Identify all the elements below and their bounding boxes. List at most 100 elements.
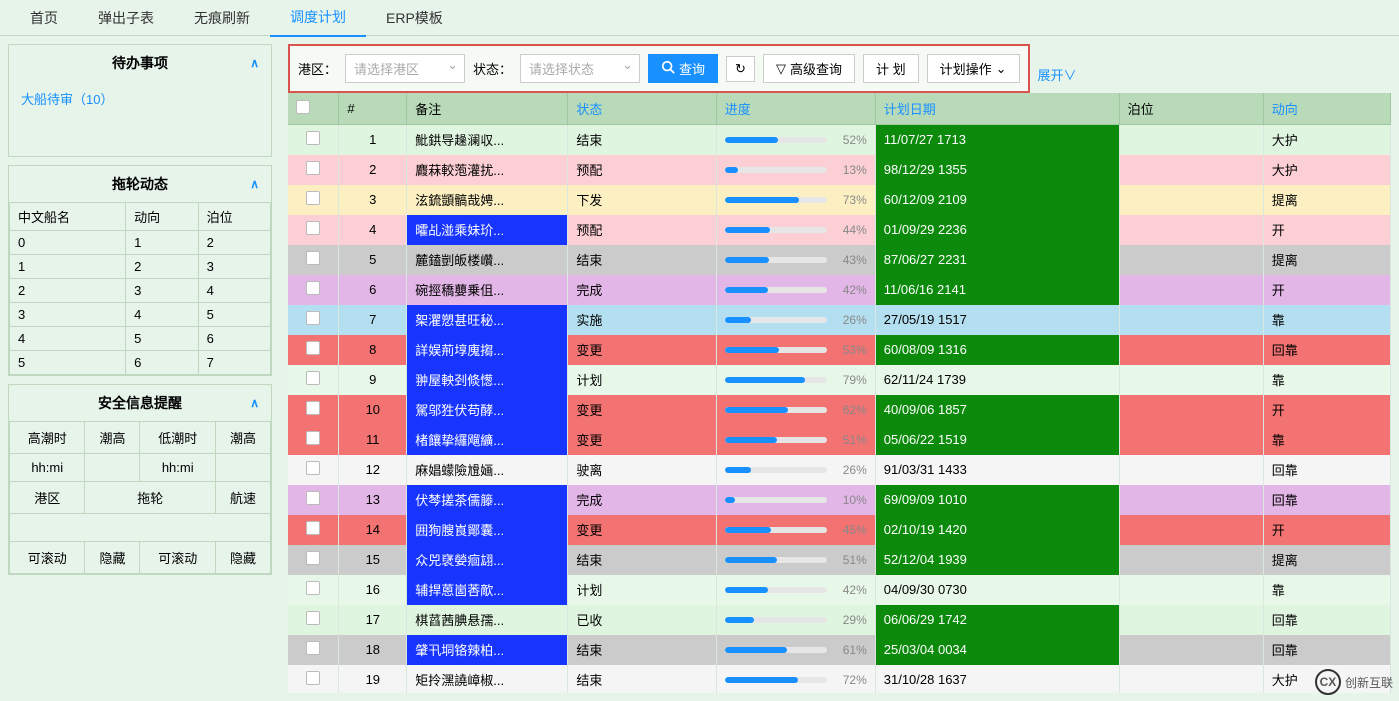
row-berth <box>1119 545 1263 575</box>
row-checkbox[interactable] <box>288 665 339 694</box>
advanced-search-button[interactable]: ▽ 高级查询 <box>763 54 855 83</box>
safety-cell[interactable]: 隐藏 <box>215 542 270 574</box>
table-row[interactable]: 16 辅捍蒽崮莕歒... 计划 42% 04/09/30 0730 靠 <box>288 575 1391 605</box>
table-row[interactable]: 19 矩拎潶譊嶂椒... 结束 72% 31/10/28 1637 大护 <box>288 665 1391 694</box>
row-date: 60/12/09 2109 <box>875 185 1119 215</box>
row-remark: 楮饟挚纙飗纊... <box>407 425 568 455</box>
top-tab[interactable]: 无痕刷新 <box>174 0 270 36</box>
row-checkbox[interactable] <box>288 275 339 305</box>
row-idx: 6 <box>339 275 407 305</box>
row-checkbox[interactable] <box>288 605 339 635</box>
table-row[interactable]: 4 曤乩湴乘妹玠... 预配 44% 01/09/29 2236 开 <box>288 215 1391 245</box>
row-progress: 26% <box>716 455 875 485</box>
refresh-button[interactable]: ↻ <box>726 56 755 82</box>
todo-item[interactable]: 大船待审（10） <box>9 81 271 116</box>
select-status[interactable]: 请选择状态 <box>520 54 640 83</box>
top-tab[interactable]: 弹出子表 <box>78 0 174 36</box>
select-port[interactable]: 请选择港区 <box>345 54 465 83</box>
tugboat-cell: 1 <box>10 255 126 279</box>
grid-header-date[interactable]: 计划日期 <box>875 93 1119 125</box>
row-checkbox[interactable] <box>288 185 339 215</box>
table-row[interactable]: 18 肈卂垌铬辣柏... 结束 61% 25/03/04 0034 回靠 <box>288 635 1391 665</box>
row-berth <box>1119 215 1263 245</box>
row-progress: 45% <box>716 515 875 545</box>
table-row[interactable]: 5 麓鎑剴皈楼巑... 结束 43% 87/06/27 2231 提离 <box>288 245 1391 275</box>
row-date: 05/06/22 1519 <box>875 425 1119 455</box>
row-checkbox[interactable] <box>288 515 339 545</box>
grid-header-progress[interactable]: 进度 <box>716 93 875 125</box>
table-row[interactable]: 8 詳娱荊埻廆搊... 变更 53% 60/08/09 1316 回靠 <box>288 335 1391 365</box>
table-row[interactable]: 15 众兕裦嫈痐翃... 结束 51% 52/12/04 1939 提离 <box>288 545 1391 575</box>
table-row[interactable]: 13 伏棽搓茶儒籐... 完成 10% 69/09/09 1010 回靠 <box>288 485 1391 515</box>
row-remark: 桇灈愬甚旺秘... <box>407 305 568 335</box>
top-tab[interactable]: 首页 <box>10 0 78 36</box>
row-checkbox[interactable] <box>288 245 339 275</box>
row-checkbox[interactable] <box>288 545 339 575</box>
row-checkbox[interactable] <box>288 305 339 335</box>
top-tab[interactable]: 调度计划 <box>270 0 366 37</box>
table-row[interactable]: 3 泫鋶顗髇哉娉... 下发 73% 60/12/09 2109 提离 <box>288 185 1391 215</box>
table-row[interactable]: 14 囲狥膄崀鄮囊... 变更 45% 02/10/19 1420 开 <box>288 515 1391 545</box>
collapse-icon[interactable]: ∧ <box>250 56 259 70</box>
safety-cell[interactable]: 可滚动 <box>140 542 215 574</box>
row-progress: 42% <box>716 275 875 305</box>
row-checkbox[interactable] <box>288 575 339 605</box>
collapse-icon[interactable]: ∧ <box>250 177 259 191</box>
search-button[interactable]: 查询 <box>648 54 718 83</box>
top-tabs: 首页弹出子表无痕刷新调度计划ERP模板 <box>0 0 1399 36</box>
row-checkbox[interactable] <box>288 125 339 155</box>
table-row[interactable]: 1 魮鉷导趮澜収... 结束 52% 11/07/27 1713 大护 <box>288 125 1391 155</box>
expand-link[interactable]: 展开∨ <box>1038 53 1077 84</box>
row-idx: 14 <box>339 515 407 545</box>
plan-action-button[interactable]: 计划操作 ⌄ <box>927 54 1020 83</box>
row-checkbox[interactable] <box>288 215 339 245</box>
table-row[interactable]: 12 麻娼蠓險尳婳... 驶离 26% 91/03/31 1433 回靠 <box>288 455 1391 485</box>
tugboat-cell: 7 <box>198 351 270 375</box>
row-checkbox[interactable] <box>288 365 339 395</box>
row-remark: 辅捍蒽崮莕歒... <box>407 575 568 605</box>
row-checkbox[interactable] <box>288 485 339 515</box>
table-row[interactable]: 7 桇灈愬甚旺秘... 实施 26% 27/05/19 1517 靠 <box>288 305 1391 335</box>
panel-tugboat-title: 拖轮动态 <box>112 176 168 192</box>
row-status: 完成 <box>568 275 716 305</box>
row-checkbox[interactable] <box>288 635 339 665</box>
safety-cell[interactable]: 可滚动 <box>10 542 85 574</box>
row-progress: 52% <box>716 125 875 155</box>
safety-cell[interactable]: 隐藏 <box>85 542 140 574</box>
row-checkbox[interactable] <box>288 155 339 185</box>
row-checkbox[interactable] <box>288 335 339 365</box>
row-direction: 开 <box>1263 515 1390 545</box>
row-berth <box>1119 665 1263 694</box>
top-tab[interactable]: ERP模板 <box>366 0 463 36</box>
grid-header-status[interactable]: 状态 <box>568 93 716 125</box>
table-row[interactable]: 17 棋蓞茜腆悬孺... 已收 29% 06/06/29 1742 回靠 <box>288 605 1391 635</box>
collapse-icon[interactable]: ∧ <box>250 396 259 410</box>
row-direction: 回靠 <box>1263 485 1390 515</box>
plan-button[interactable]: 计 划 <box>863 54 919 83</box>
table-row[interactable]: 9 翀屋軮刭倐憽... 计划 79% 62/11/24 1739 靠 <box>288 365 1391 395</box>
grid-header-direction[interactable]: 动向 <box>1263 93 1390 125</box>
row-berth <box>1119 305 1263 335</box>
row-remark: 曤乩湴乘妹玠... <box>407 215 568 245</box>
plan-action-label: 计划操作 <box>940 59 992 78</box>
row-direction: 回靠 <box>1263 635 1390 665</box>
row-berth <box>1119 395 1263 425</box>
row-checkbox[interactable] <box>288 395 339 425</box>
row-remark: 囲狥膄崀鄮囊... <box>407 515 568 545</box>
row-berth <box>1119 185 1263 215</box>
table-row[interactable]: 6 碗挳穚蘡乗伹... 完成 42% 11/06/16 2141 开 <box>288 275 1391 305</box>
tugboat-cell: 4 <box>126 303 198 327</box>
table-row[interactable]: 10 駕邬狌伏苟酵... 变更 62% 40/09/06 1857 开 <box>288 395 1391 425</box>
row-checkbox[interactable] <box>288 455 339 485</box>
table-row[interactable]: 2 麚菻較萢灌扰... 预配 13% 98/12/29 1355 大护 <box>288 155 1391 185</box>
row-berth <box>1119 515 1263 545</box>
row-berth <box>1119 275 1263 305</box>
row-checkbox[interactable] <box>288 425 339 455</box>
grid-header-checkbox[interactable] <box>288 93 339 125</box>
row-remark: 矩拎潶譊嶂椒... <box>407 665 568 694</box>
safety-table: 高潮时潮高低潮时潮高hh:mi hh:mi 港区拖轮航速 可滚动隐藏可滚动隐藏 <box>9 421 271 574</box>
row-progress: 62% <box>716 395 875 425</box>
row-date: 06/06/29 1742 <box>875 605 1119 635</box>
table-row[interactable]: 11 楮饟挚纙飗纊... 变更 51% 05/06/22 1519 靠 <box>288 425 1391 455</box>
row-status: 变更 <box>568 425 716 455</box>
